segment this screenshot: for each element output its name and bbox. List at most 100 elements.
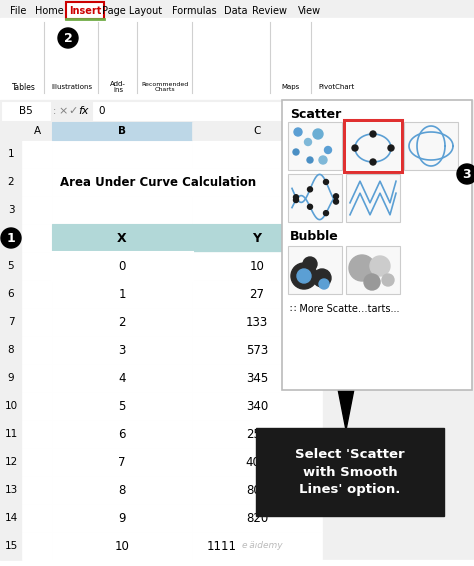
- Bar: [0, 336, 22, 364]
- Polygon shape: [330, 348, 362, 430]
- Bar: [47, 20, 97, 95]
- Bar: [288, 174, 342, 222]
- Circle shape: [370, 131, 376, 137]
- Circle shape: [334, 199, 338, 204]
- Circle shape: [323, 179, 328, 185]
- Bar: [192, 224, 322, 252]
- Bar: [0, 532, 22, 560]
- Bar: [0, 504, 22, 532]
- Circle shape: [294, 128, 302, 136]
- Circle shape: [293, 198, 299, 203]
- Circle shape: [323, 211, 328, 216]
- Text: 7: 7: [8, 317, 14, 327]
- Bar: [52, 280, 192, 308]
- Bar: [346, 246, 400, 294]
- Circle shape: [307, 157, 313, 163]
- Text: C: C: [253, 126, 261, 136]
- Circle shape: [382, 274, 394, 286]
- Bar: [272, 20, 310, 95]
- Circle shape: [58, 28, 78, 48]
- Bar: [66, 2, 104, 19]
- Text: 1: 1: [7, 231, 15, 245]
- Bar: [0, 122, 474, 140]
- Bar: [192, 392, 322, 420]
- Text: 14: 14: [4, 513, 18, 523]
- Circle shape: [334, 194, 338, 199]
- Bar: [139, 20, 191, 95]
- Bar: [22, 308, 52, 336]
- Text: ×: ×: [58, 106, 68, 116]
- Bar: [22, 168, 52, 196]
- Text: A: A: [34, 126, 41, 136]
- Text: 6: 6: [8, 289, 14, 299]
- Bar: [346, 122, 400, 170]
- Circle shape: [349, 255, 375, 281]
- Bar: [22, 532, 52, 560]
- Circle shape: [308, 187, 312, 192]
- Bar: [0, 364, 22, 392]
- Bar: [0, 280, 22, 308]
- Text: 10: 10: [250, 259, 264, 272]
- Bar: [22, 224, 52, 252]
- Bar: [22, 448, 52, 476]
- Text: 15: 15: [4, 541, 18, 551]
- Text: 1: 1: [8, 149, 14, 159]
- Text: Recommended
Charts: Recommended Charts: [141, 82, 189, 92]
- Text: Tables: Tables: [12, 83, 36, 92]
- Bar: [52, 196, 192, 224]
- Text: 7: 7: [118, 456, 126, 469]
- Text: 9: 9: [118, 512, 126, 525]
- Bar: [0, 308, 22, 336]
- Bar: [52, 504, 192, 532]
- Bar: [52, 448, 192, 476]
- Bar: [52, 420, 192, 448]
- Text: 0: 0: [118, 259, 126, 272]
- Bar: [52, 364, 192, 392]
- Bar: [192, 280, 322, 308]
- Text: View: View: [298, 6, 320, 15]
- Text: 2: 2: [64, 32, 73, 45]
- Bar: [52, 392, 192, 420]
- Text: 4: 4: [118, 371, 126, 384]
- Bar: [192, 364, 322, 392]
- Circle shape: [313, 269, 331, 287]
- Bar: [0, 122, 22, 140]
- Bar: [282, 100, 472, 390]
- Bar: [4, 20, 44, 95]
- Text: 8: 8: [8, 345, 14, 355]
- Text: 5: 5: [118, 400, 126, 413]
- Bar: [288, 246, 342, 294]
- Text: :: :: [54, 106, 56, 116]
- Text: 340: 340: [246, 400, 268, 413]
- Circle shape: [352, 145, 358, 151]
- Bar: [22, 476, 52, 504]
- Bar: [404, 122, 458, 170]
- Text: 6: 6: [118, 427, 126, 440]
- Bar: [22, 280, 52, 308]
- Text: fx: fx: [79, 106, 89, 116]
- Bar: [192, 252, 322, 280]
- Text: 133: 133: [246, 315, 268, 328]
- Text: Illustrations: Illustrations: [52, 84, 92, 90]
- Text: Formulas: Formulas: [172, 6, 216, 15]
- Bar: [52, 532, 192, 560]
- Text: 5: 5: [8, 261, 14, 271]
- Text: 345: 345: [246, 371, 268, 384]
- Text: 2: 2: [118, 315, 126, 328]
- Bar: [52, 252, 192, 280]
- Text: Review: Review: [253, 6, 288, 15]
- Circle shape: [325, 147, 331, 153]
- Bar: [0, 18, 474, 100]
- Text: 10: 10: [4, 401, 18, 411]
- Text: 0: 0: [98, 106, 104, 116]
- Bar: [192, 532, 322, 560]
- Circle shape: [303, 257, 317, 271]
- Text: 3: 3: [118, 344, 126, 357]
- Bar: [194, 20, 269, 95]
- Text: ✓: ✓: [68, 106, 78, 116]
- Bar: [192, 504, 322, 532]
- Bar: [22, 196, 52, 224]
- Circle shape: [1, 228, 21, 248]
- Bar: [93, 102, 463, 120]
- Bar: [0, 224, 22, 252]
